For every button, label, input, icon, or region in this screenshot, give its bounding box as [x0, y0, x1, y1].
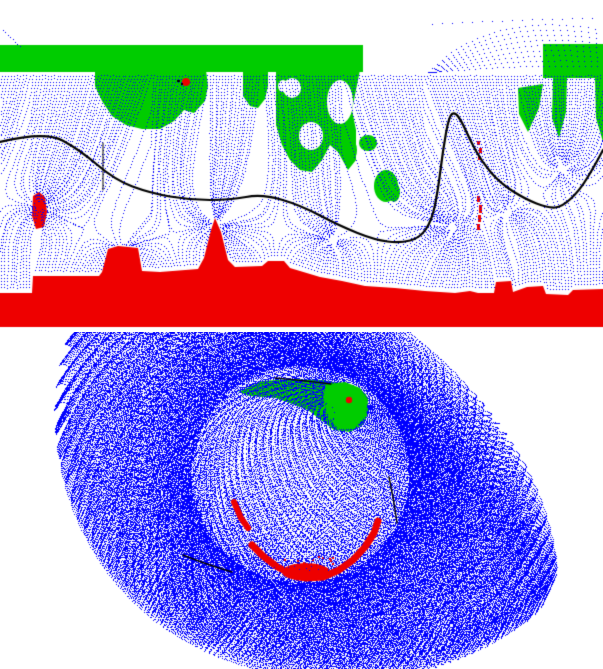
sphere-3d-canvas — [0, 332, 603, 669]
synoptic-map-canvas — [0, 0, 603, 332]
synoptic-map-panel — [0, 0, 603, 332]
sphere-3d-panel — [0, 332, 603, 669]
